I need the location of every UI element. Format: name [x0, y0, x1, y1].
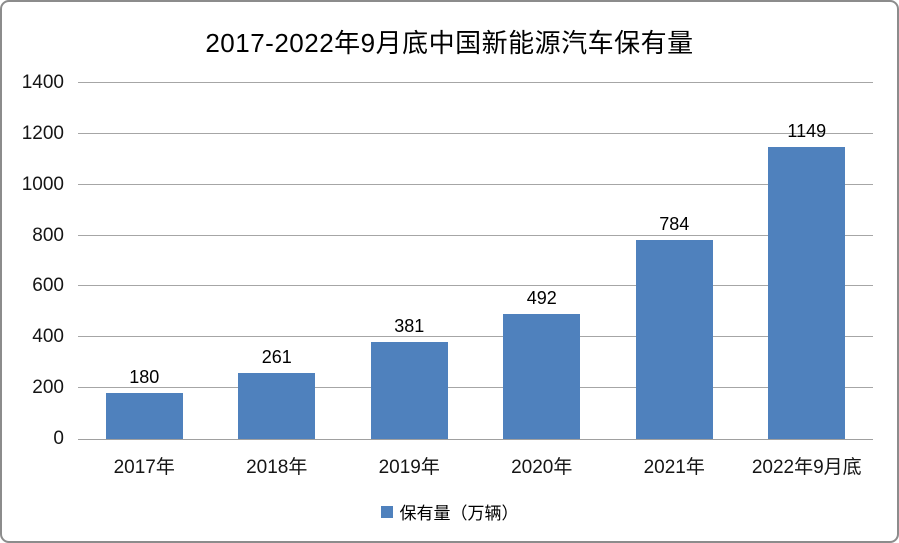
- gridline: [78, 285, 873, 287]
- x-tick-label: 2022年9月底: [751, 457, 862, 478]
- y-tick-label: 400: [32, 326, 64, 348]
- chart-title: 2017-2022年9月底中国新能源汽车保有量: [205, 28, 694, 58]
- y-tick-label: 200: [32, 377, 64, 399]
- bar-value-label: 1149: [787, 120, 827, 141]
- bar-slot: 180: [78, 83, 211, 439]
- bar-value-label: 492: [526, 287, 557, 308]
- x-tick-label: 2020年: [511, 457, 573, 478]
- bar-slot: 784: [608, 83, 741, 439]
- y-tick-label: 1200: [21, 122, 64, 144]
- x-tick-label: 2018年: [246, 457, 308, 478]
- legend: 保有量（万辆）: [2, 499, 897, 524]
- y-tick-label: 1400: [21, 72, 64, 93]
- bar-slot: 1149: [741, 83, 874, 439]
- x-axis: 2017年 2018年 2019年 2020年 2021年 2022年9月底: [78, 452, 873, 479]
- bar-value-label: 381: [394, 316, 425, 337]
- y-tick-label: 1000: [21, 173, 64, 195]
- gridline: [78, 183, 873, 185]
- bar-slot: 261: [211, 83, 344, 439]
- x-tick-label: 2019年: [378, 457, 440, 478]
- bars-row: 180 261 381 492 784 1149: [78, 83, 873, 439]
- gridline: [78, 336, 873, 338]
- gridline: [78, 234, 873, 236]
- x-tick-label: 2017年: [113, 457, 175, 478]
- x-tick-label: 2021年: [643, 457, 705, 478]
- bar-2017年: [105, 393, 183, 439]
- bar-value-label: 180: [129, 367, 160, 388]
- y-tick-label: 800: [32, 224, 64, 246]
- gridline: [78, 132, 873, 134]
- bar-2022年9月底: [768, 146, 846, 439]
- y-tick-label: 600: [32, 275, 64, 297]
- legend-square-icon: [380, 505, 393, 518]
- gridline: [78, 387, 873, 389]
- bar-2019年: [370, 342, 448, 439]
- y-tick-label: 0: [53, 428, 64, 449]
- bar-value-label: 784: [659, 213, 690, 234]
- bar-value-label: 261: [261, 346, 292, 367]
- y-axis: 0 200 400 600 800 1000 1200 1400: [2, 72, 64, 449]
- plot-area: 180 261 381 492 784 1149: [78, 82, 873, 440]
- bar-2020年: [503, 313, 581, 439]
- bar-slot: 381: [343, 83, 476, 439]
- bar-2018年: [238, 372, 316, 439]
- bar-2021年: [635, 239, 713, 439]
- legend-label: 保有量（万辆）: [399, 504, 519, 523]
- bar-slot: 492: [476, 83, 609, 439]
- gridline: [78, 82, 873, 83]
